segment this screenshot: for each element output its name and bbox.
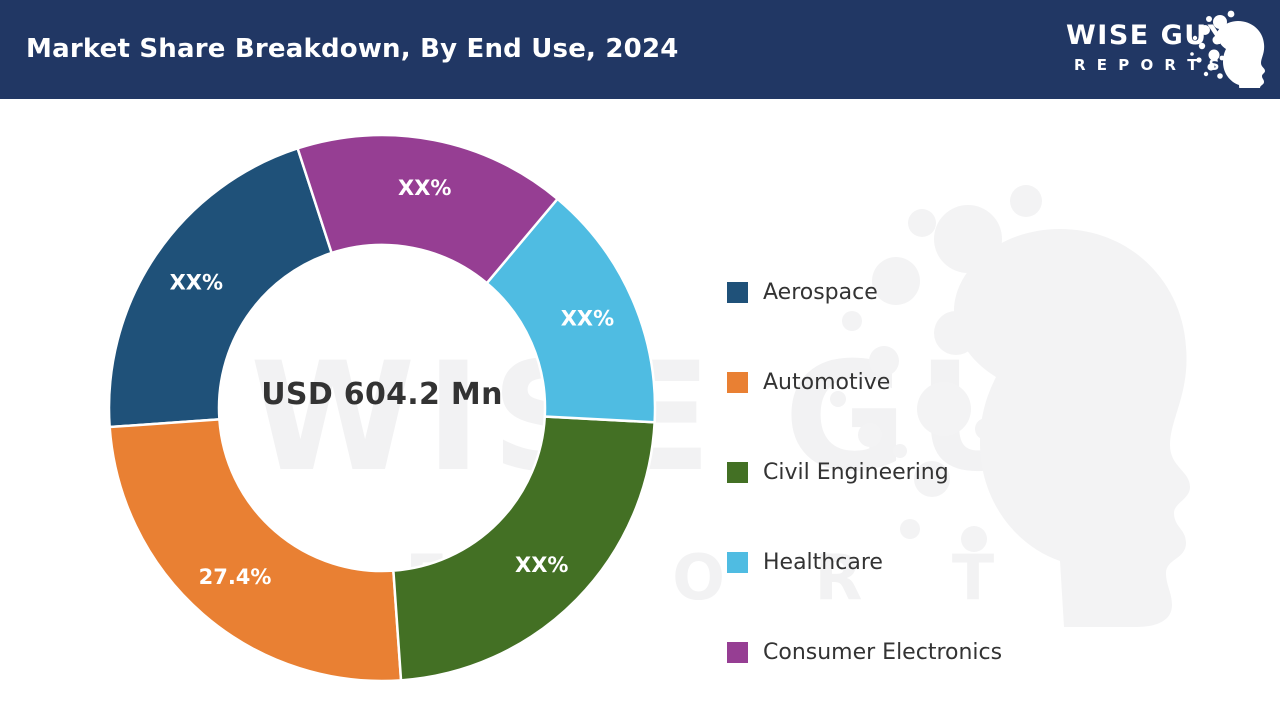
donut-chart-svg: XX% 27.4% XX% XX% XX% (107, 133, 657, 683)
donut-chart: XX% 27.4% XX% XX% XX% (104, 130, 660, 686)
legend-swatch-icon (727, 551, 748, 573)
logo-head-silhouette-icon (1190, 10, 1265, 88)
legend-swatch-icon (727, 641, 748, 663)
page-title: Market Share Breakdown, By End Use, 2024 (26, 34, 679, 64)
donut-slice[interactable] (485, 197, 657, 424)
legend-item-label: Automotive (763, 369, 891, 395)
legend-swatch-icon (727, 281, 748, 303)
legend-item-label: Aerospace (763, 279, 878, 305)
donut-slice-labels: XX% 27.4% XX% XX% XX% (170, 176, 615, 589)
donut-center-value: USD 604.2 Mn (261, 377, 503, 412)
legend-swatch-icon (727, 371, 748, 393)
legend-item[interactable]: Consumer Electronics (727, 607, 1147, 697)
legend-item[interactable]: Automotive (727, 337, 1147, 427)
legend-item[interactable]: Aerospace (727, 247, 1147, 337)
legend-swatch-icon (727, 461, 748, 483)
chart-body: WISE GUY R E P O R T S (0, 99, 1280, 720)
slice-data-label: XX% (398, 176, 451, 200)
wise-guy-reports-logo: WISE GUY R E P O R T S (1066, 10, 1265, 88)
slice-data-label: 27.4% (199, 565, 272, 589)
chart-legend: Aerospace Automotive Civil Engineering H… (727, 247, 1147, 697)
legend-item-label: Civil Engineering (763, 459, 949, 485)
legend-item[interactable]: Healthcare (727, 517, 1147, 607)
donut-slice[interactable] (108, 418, 403, 683)
logo-wordmark-line2: R E P O R T S (1074, 56, 1222, 74)
page-header: Market Share Breakdown, By End Use, 2024… (0, 0, 1280, 99)
slice-data-label: XX% (561, 307, 614, 331)
legend-item[interactable]: Civil Engineering (727, 427, 1147, 517)
donut-slices (107, 133, 657, 683)
slice-data-label: XX% (515, 553, 568, 577)
donut-slice[interactable] (296, 133, 560, 285)
slice-data-label: XX% (170, 271, 223, 295)
donut-slice[interactable] (107, 146, 334, 429)
donut-slice[interactable] (392, 415, 656, 682)
legend-item-label: Healthcare (763, 549, 883, 575)
legend-item-label: Consumer Electronics (763, 639, 1003, 665)
